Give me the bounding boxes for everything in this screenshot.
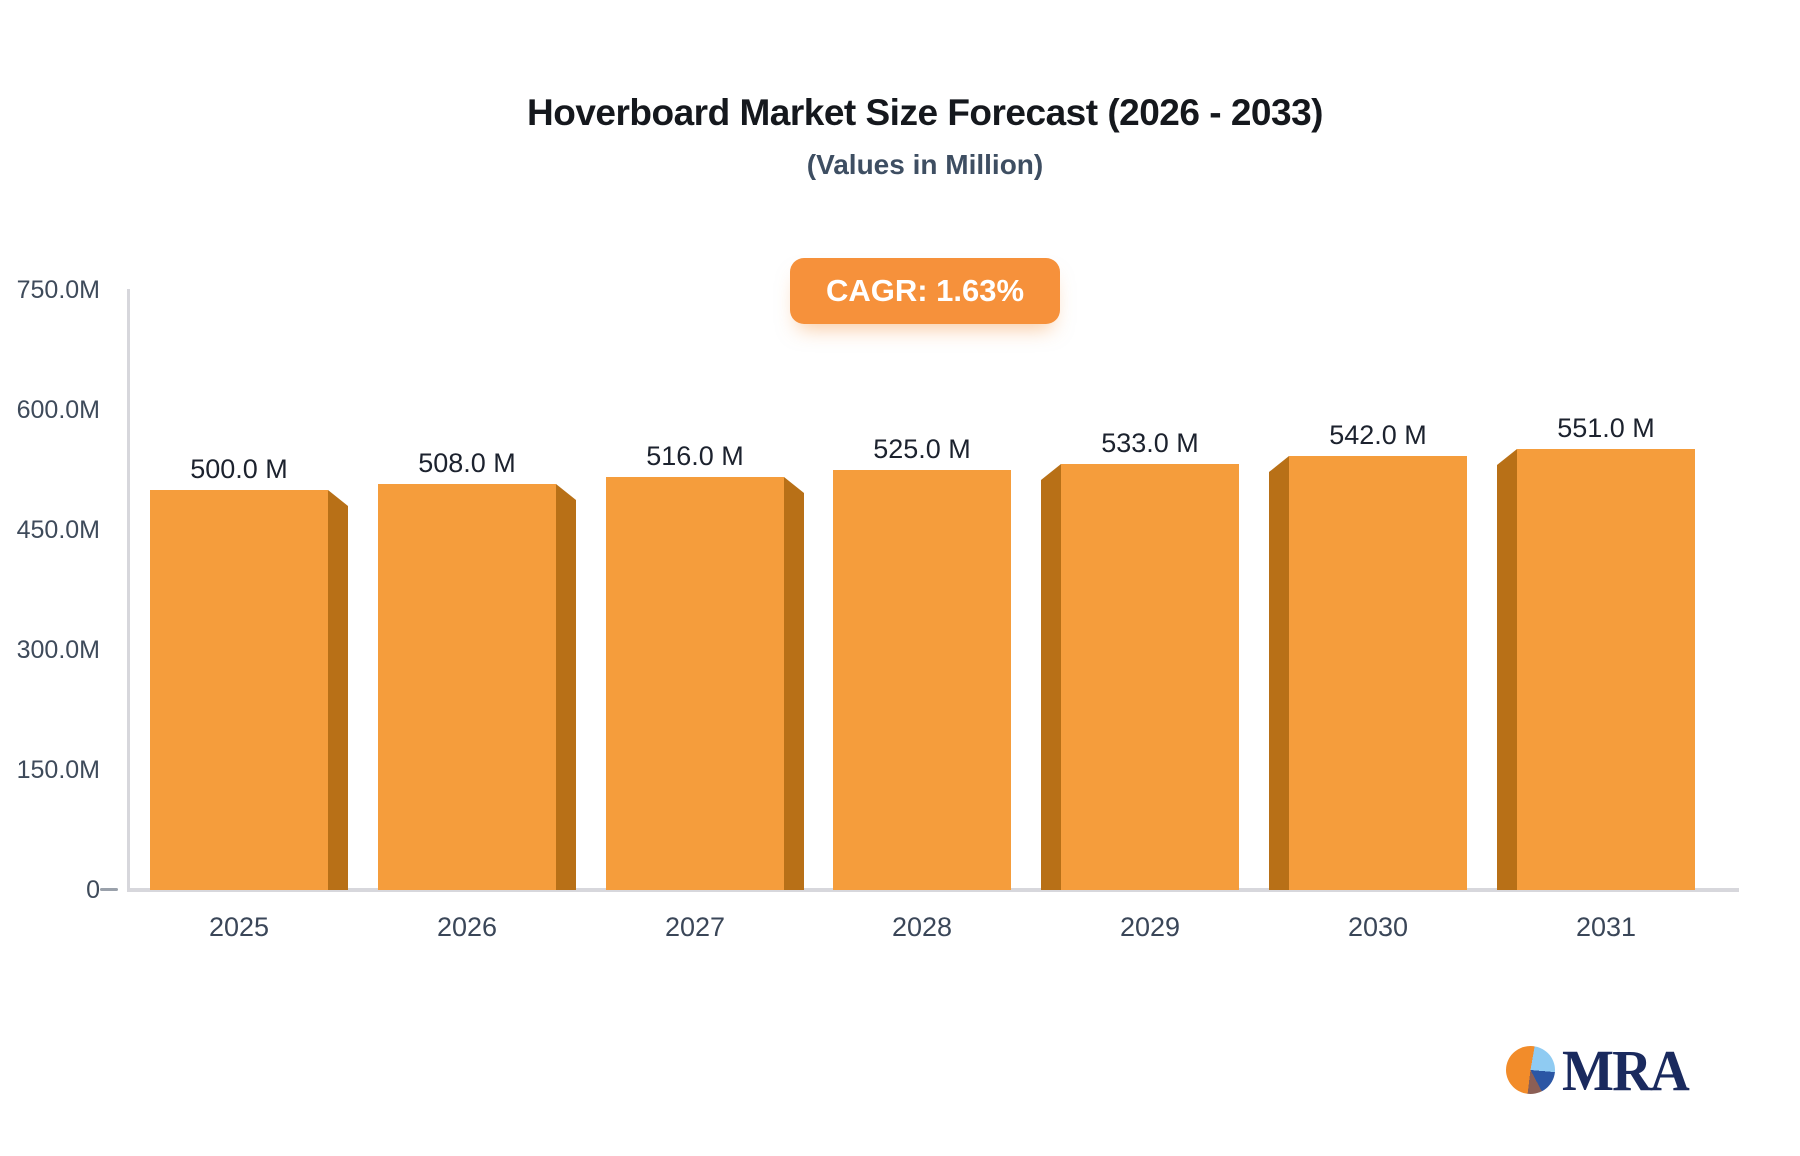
chart-title: Hoverboard Market Size Forecast (2026 - … [527, 92, 1323, 133]
x-tick-label: 2031 [1575, 912, 1637, 942]
cagr-badge: CAGR: 1.63% [789, 258, 1061, 324]
x-tick-label: 2030 [1347, 912, 1409, 942]
bar-value-label: 542.0 M [1329, 420, 1427, 450]
x-tick-label: 2026 [436, 912, 498, 942]
x-tick-label: 2028 [891, 912, 953, 942]
zero-tick-dash [100, 888, 118, 891]
bar-value-label: 500.0 M [190, 454, 288, 484]
x-axis-line [127, 888, 1739, 892]
x-tick-label: 2025 [208, 912, 270, 942]
mra-pie-icon [1506, 1046, 1555, 1094]
bar-2029 [1061, 464, 1239, 890]
bar-2027 [606, 477, 784, 890]
bar-value-label: 525.0 M [873, 434, 971, 464]
y-axis-line [127, 289, 130, 892]
bar-2031 [1517, 449, 1695, 890]
bar-2030 [1289, 456, 1467, 890]
chart-subtitle: (Values in Million) [806, 149, 1044, 180]
cagr-badge-wrap: CAGR: 1.63% [55, 258, 1795, 324]
bar-side-2026 [556, 484, 576, 890]
y-tick-label: 600.0M [16, 396, 100, 424]
bar-side-2030 [1269, 456, 1289, 890]
y-tick-label: 0 [86, 876, 100, 904]
x-tick-label: 2027 [664, 912, 726, 942]
bar-value-label: 533.0 M [1101, 428, 1199, 458]
x-tick-label: 2029 [1119, 912, 1181, 942]
bar-side-2027 [784, 477, 804, 890]
bar-side-2029 [1041, 464, 1061, 890]
y-tick-label: 300.0M [16, 636, 100, 664]
bar-value-label: 516.0 M [646, 441, 744, 471]
bar-value-label: 551.0 M [1557, 413, 1655, 443]
y-tick-label: 150.0M [16, 756, 100, 784]
bar-side-2031 [1497, 449, 1517, 890]
bar-side-2025 [328, 490, 348, 890]
y-tick-label: 450.0M [16, 516, 100, 544]
brand-name: MRA [1562, 1038, 1690, 1103]
y-tick-label: 750.0M [16, 276, 100, 304]
bar-value-label: 508.0 M [418, 448, 516, 478]
bar-2028 [833, 470, 1011, 890]
bar-2026 [378, 484, 556, 890]
bar-2025 [150, 490, 328, 890]
